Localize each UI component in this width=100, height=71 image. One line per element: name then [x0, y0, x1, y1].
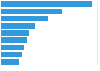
Bar	[1, 45, 24, 50]
Bar	[1, 52, 22, 57]
Bar	[1, 9, 62, 14]
Bar	[1, 59, 19, 65]
Bar	[1, 16, 48, 21]
Bar	[1, 1, 92, 7]
Bar	[1, 30, 29, 36]
Bar	[1, 37, 27, 43]
Bar	[1, 23, 35, 29]
